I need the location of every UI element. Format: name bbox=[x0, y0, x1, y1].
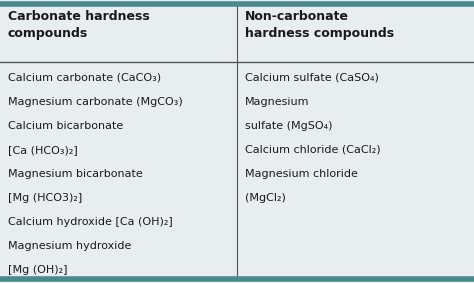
Text: Calcium carbonate (CaCO₃): Calcium carbonate (CaCO₃) bbox=[8, 73, 161, 83]
Text: [Ca (HCO₃)₂]: [Ca (HCO₃)₂] bbox=[8, 145, 78, 155]
Text: [Mg (OH)₂]: [Mg (OH)₂] bbox=[8, 265, 67, 275]
Text: (MgCl₂): (MgCl₂) bbox=[245, 193, 286, 203]
Text: sulfate (MgSO₄): sulfate (MgSO₄) bbox=[245, 121, 332, 131]
Text: Magnesium: Magnesium bbox=[245, 97, 310, 107]
Text: Magnesium hydroxide: Magnesium hydroxide bbox=[8, 241, 131, 251]
Text: Magnesium bicarbonate: Magnesium bicarbonate bbox=[8, 169, 143, 179]
Text: Calcium chloride (CaCl₂): Calcium chloride (CaCl₂) bbox=[245, 145, 381, 155]
Text: Magnesium carbonate (MgCO₃): Magnesium carbonate (MgCO₃) bbox=[8, 97, 183, 107]
Text: Calcium hydroxide [Ca (OH)₂]: Calcium hydroxide [Ca (OH)₂] bbox=[8, 217, 173, 227]
Text: Carbonate hardness
compounds: Carbonate hardness compounds bbox=[8, 10, 150, 40]
Text: Non-carbonate
hardness compounds: Non-carbonate hardness compounds bbox=[245, 10, 394, 40]
Text: Calcium bicarbonate: Calcium bicarbonate bbox=[8, 121, 123, 131]
Text: [Mg (HCO3)₂]: [Mg (HCO3)₂] bbox=[8, 193, 82, 203]
Text: Calcium sulfate (CaSO₄): Calcium sulfate (CaSO₄) bbox=[245, 73, 379, 83]
Text: Magnesium chloride: Magnesium chloride bbox=[245, 169, 358, 179]
